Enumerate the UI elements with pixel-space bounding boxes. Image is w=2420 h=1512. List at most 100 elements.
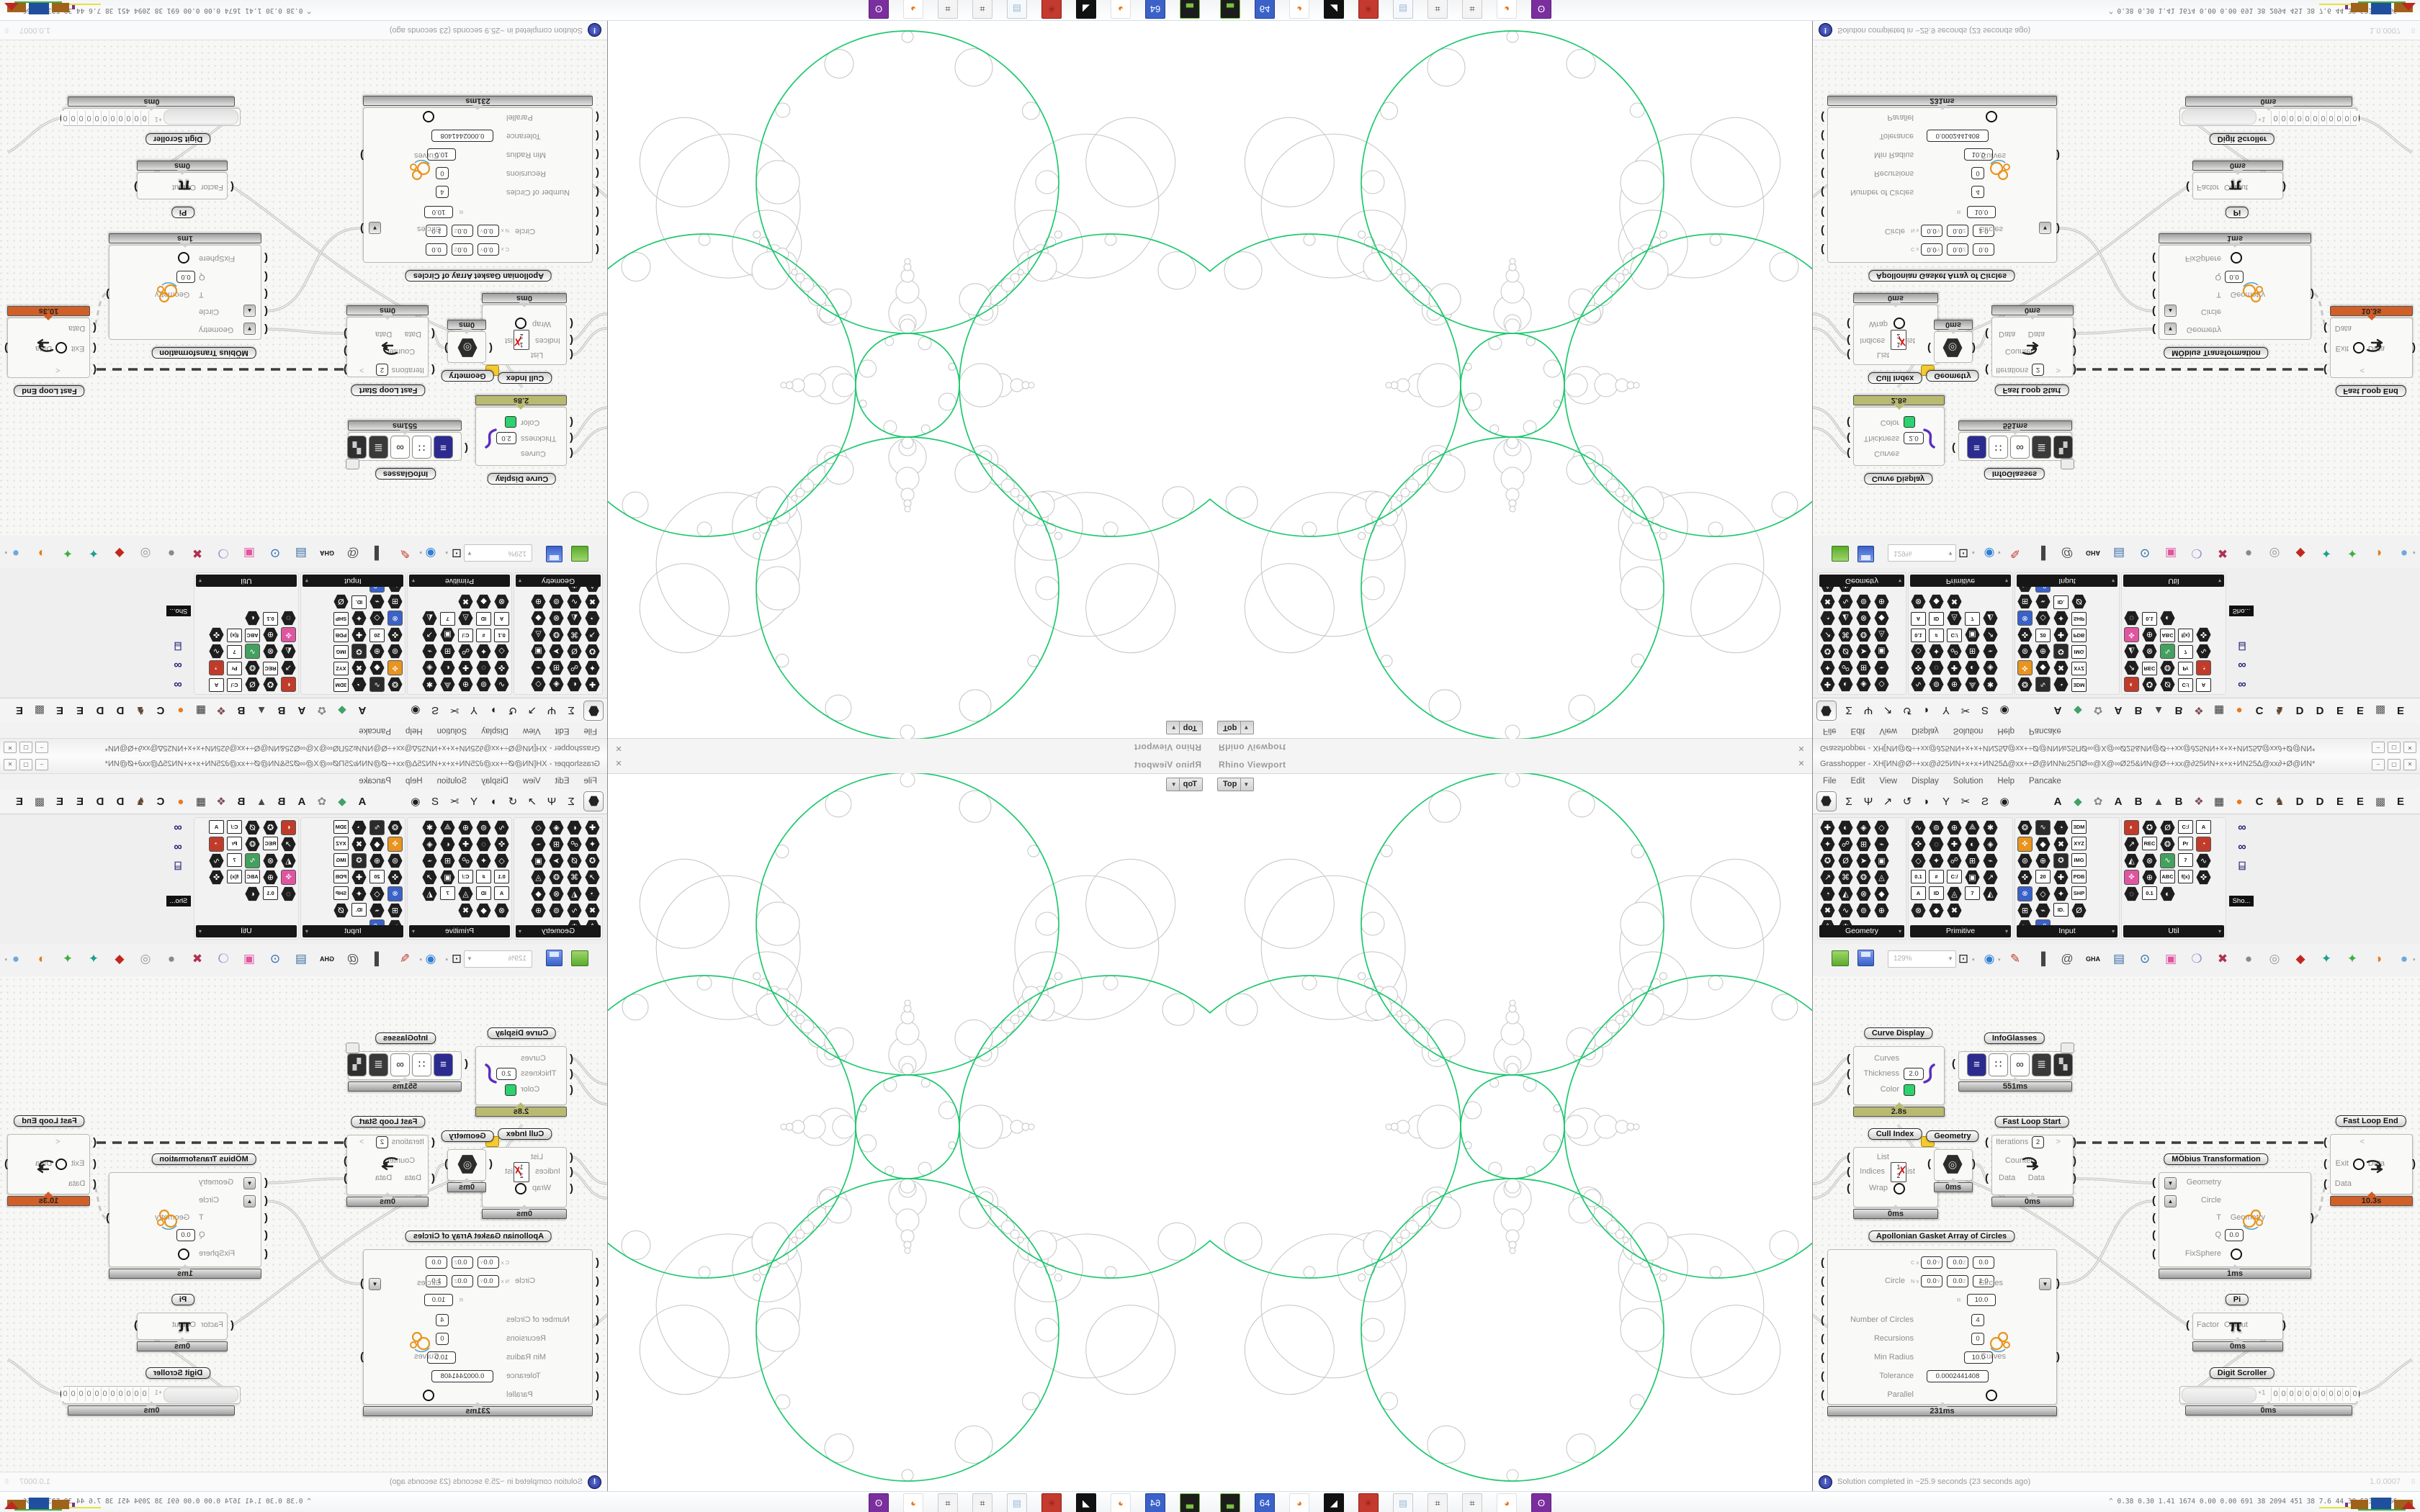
- component-icon[interactable]: ⊕: [263, 627, 278, 642]
- component-chip-ID.[interactable]: ID.: [2053, 903, 2069, 917]
- component-icon[interactable]: ✚: [585, 820, 600, 835]
- component-icon[interactable]: ⟁: [440, 820, 455, 835]
- value-box[interactable]: 10.0: [424, 1294, 453, 1306]
- grasshopper-canvas[interactable]: Curve Display (Curves (Thickness 2.0 (Color 2…: [0, 976, 607, 1472]
- component-chip-SHP[interactable]: SHP: [2071, 886, 2087, 900]
- maximize-button[interactable]: ▢: [2388, 759, 2401, 770]
- component-chip-C:/[interactable]: C:/: [227, 820, 242, 834]
- plugin-tab-d-13[interactable]: D: [96, 796, 104, 808]
- output-port[interactable]: ): [1972, 1158, 1976, 1170]
- component-icon[interactable]: ⊗: [1911, 594, 1926, 609]
- component-icon[interactable]: ◆: [531, 611, 546, 626]
- input-port-factor[interactable]: (: [2186, 1319, 2190, 1331]
- plugin-tab-a-0[interactable]: A: [358, 796, 367, 808]
- component-icon[interactable]: ✜: [2124, 870, 2139, 885]
- node-fast-loop-end[interactable]: [2330, 1134, 2413, 1194]
- zoom-combo[interactable]: 129% ▼: [464, 544, 532, 562]
- component-icon[interactable]: ⊗: [2017, 611, 2033, 626]
- component-icon[interactable]: ◇: [494, 644, 509, 659]
- node-title-fast-loop-start[interactable]: Fast Loop Start: [351, 1116, 426, 1128]
- node-title-curve-display[interactable]: Curve Display: [487, 473, 557, 485]
- ball-rings-icon[interactable]: ◎: [140, 952, 151, 966]
- output-port->[interactable]: ): [344, 364, 347, 376]
- menu-display[interactable]: Display: [1912, 726, 1939, 735]
- node-title-apollonian-gasket-array-of-circles[interactable]: Apollonian Gasket Array of Circles: [1868, 270, 2015, 282]
- component-icon[interactable]: ⌁: [369, 594, 385, 609]
- zoom-extents-icon[interactable]: ⊡: [451, 546, 462, 560]
- plugin-tab-icon-16[interactable]: ▩: [2375, 796, 2386, 808]
- digit-cell[interactable]: 0: [109, 1387, 117, 1401]
- arrow-down-icon[interactable]: ▼: [369, 1278, 381, 1290]
- maze-icon[interactable]: ⌗: [972, 1493, 992, 1512]
- tab-icon-5[interactable]: Y: [1942, 796, 1950, 808]
- firefox-icon[interactable]: ◕: [1111, 0, 1131, 19]
- chevron-down-icon[interactable]: ▼: [467, 955, 472, 962]
- zoom-combo[interactable]: 129% ▼: [1888, 544, 1956, 562]
- arrow-up-icon[interactable]: ▲: [2164, 1195, 2177, 1207]
- output-port-circles[interactable]: ): [2056, 1277, 2060, 1290]
- chevron-down-icon[interactable]: ▾: [445, 958, 448, 963]
- component-icon[interactable]: ✦: [476, 644, 491, 659]
- grasshopper-canvas[interactable]: Curve Display (Curves (Thickness 2.0 (Color 2…: [1813, 40, 2420, 536]
- output-port-output[interactable]: ): [134, 181, 138, 193]
- palette-group-label[interactable]: Geometry ▾: [1819, 925, 1904, 937]
- input-port[interactable]: (: [596, 1294, 599, 1306]
- maximize-button[interactable]: ▢: [2388, 742, 2401, 753]
- toggle-parallel[interactable]: [1986, 1390, 1997, 1401]
- tab-params-selected[interactable]: [583, 701, 604, 721]
- maximize-button[interactable]: ▢: [19, 759, 32, 770]
- menu-solution[interactable]: Solution: [436, 726, 467, 735]
- component-icon[interactable]: ✱: [1983, 820, 1998, 835]
- close-icon[interactable]: ✕: [615, 744, 622, 752]
- component-icon[interactable]: ⌁: [531, 660, 546, 675]
- value-box[interactable]: 0.0: [1973, 243, 1994, 256]
- output-port-geometry[interactable]: ): [106, 1212, 109, 1224]
- sketch-pen-icon[interactable]: ✎: [2009, 546, 2021, 560]
- digit-cell[interactable]: 0: [2326, 1387, 2335, 1401]
- input-port-exit[interactable]: (: [2323, 1158, 2327, 1170]
- node-title-cull-index[interactable]: Cull Index: [1868, 372, 1922, 384]
- component-icon[interactable]: ⊞: [1856, 837, 1871, 852]
- minimize-button[interactable]: –: [2372, 759, 2385, 770]
- component-icon[interactable]: ↗: [422, 870, 437, 885]
- digit-cell[interactable]: 0: [2318, 1387, 2327, 1401]
- component-icon[interactable]: ∿: [494, 820, 509, 835]
- toggle-parallel[interactable]: [1986, 111, 1997, 122]
- tab-icon-0[interactable]: Σ: [568, 796, 575, 808]
- component-icon[interactable]: ✦: [2053, 886, 2069, 901]
- node-title-pi[interactable]: Pi: [2225, 207, 2249, 218]
- component-icon[interactable]: ◆: [1874, 886, 1889, 901]
- component-chip-Pr[interactable]: Pr: [2178, 837, 2193, 850]
- resize-grip[interactable]: ⠿: [4, 27, 9, 34]
- menu-view[interactable]: View: [522, 777, 541, 786]
- component-icon[interactable]: ◬: [1874, 627, 1889, 642]
- component-icon[interactable]: ✜: [387, 660, 403, 675]
- input-port-circle[interactable]: (: [2152, 1194, 2156, 1207]
- menu-help[interactable]: Help: [1997, 726, 2015, 735]
- component-icon[interactable]: ⊕: [458, 677, 473, 692]
- component-chip-ABC[interactable]: ABC: [2160, 870, 2175, 883]
- value-box[interactable]: 0.0: [1921, 1256, 1942, 1269]
- value-box[interactable]: 0.0: [426, 243, 447, 256]
- ball-dark-icon[interactable]: ●: [167, 546, 176, 560]
- component-chip-7[interactable]: 7: [1965, 612, 1980, 626]
- gha-icon[interactable]: GHA: [320, 549, 334, 557]
- plugin-tab-b-6[interactable]: B: [237, 796, 246, 808]
- component-icon[interactable]: ⊗: [2142, 853, 2157, 868]
- plugin-tab-icon-7[interactable]: ❖: [216, 796, 226, 808]
- plugin-tab-a-3[interactable]: A: [2114, 796, 2123, 808]
- output-port-counter[interactable]: ): [344, 1155, 347, 1167]
- component-icon[interactable]: ◈: [1983, 660, 1998, 675]
- component-chip-ID[interactable]: ID: [1929, 612, 1944, 626]
- finder-icon[interactable]: ⊙: [2139, 952, 2151, 966]
- component-icon[interactable]: ⊕: [369, 644, 385, 659]
- digit-cell[interactable]: 0: [69, 1387, 78, 1401]
- component-icon[interactable]: ✦: [585, 660, 600, 675]
- plugin-tab-icon-9[interactable]: ●: [2236, 796, 2243, 808]
- close-button[interactable]: ✕: [2403, 759, 2416, 770]
- close-icon[interactable]: ✕: [1798, 744, 1805, 752]
- notepad-icon[interactable]: ▤: [1007, 1493, 1027, 1512]
- tab-icon-3[interactable]: ↺: [1902, 796, 1912, 808]
- component-icon[interactable]: ✦: [1929, 853, 1944, 868]
- input-port-curves[interactable]: (: [1847, 1053, 1850, 1065]
